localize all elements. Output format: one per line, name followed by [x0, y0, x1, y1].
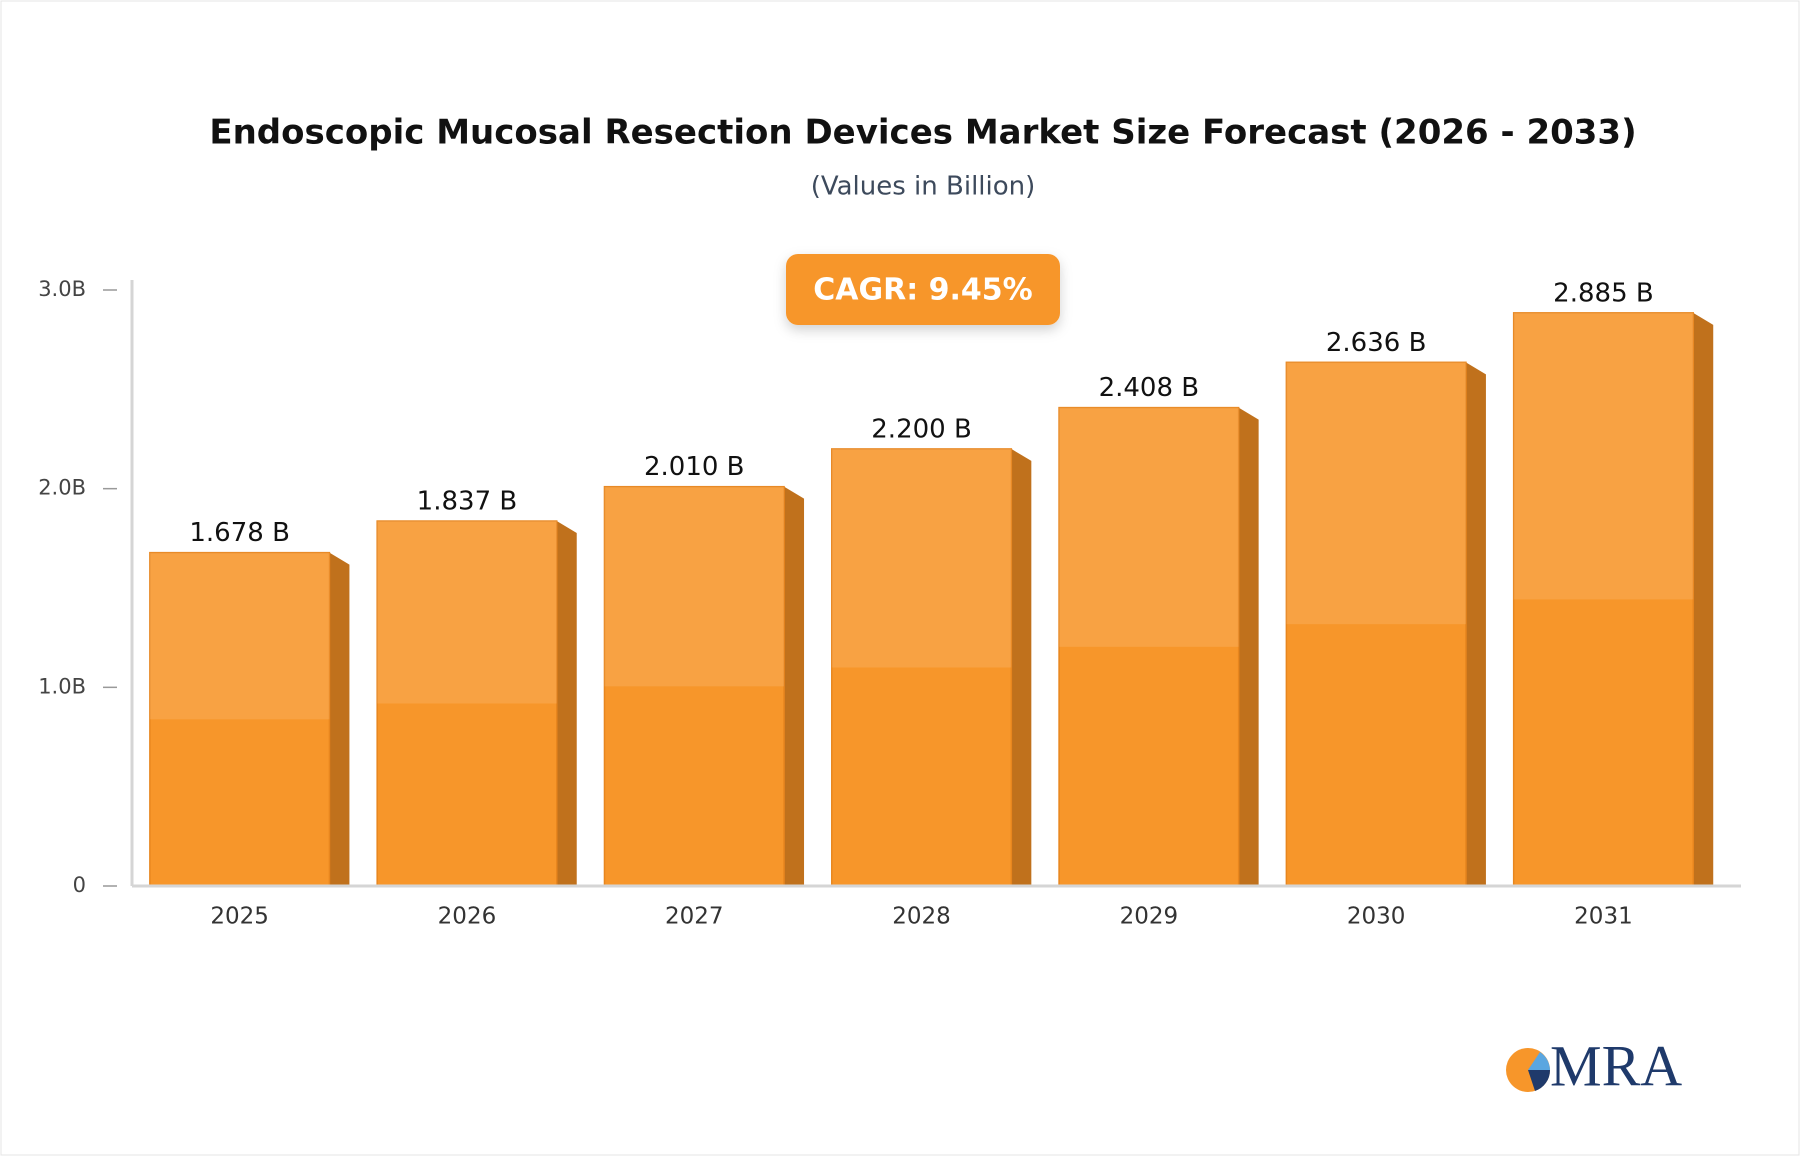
- bar-side: [1465, 362, 1486, 886]
- x-tick-label: 2025: [210, 904, 269, 930]
- x-tick-label: 2030: [1347, 904, 1406, 930]
- bar: [1285, 361, 1467, 887]
- value-label: 2.885 B: [1553, 278, 1654, 308]
- value-label: 1.678 B: [189, 518, 290, 548]
- bar-side: [1693, 312, 1714, 886]
- bar: [831, 448, 1013, 887]
- bar-side: [1238, 407, 1259, 886]
- cagr-badge: [786, 254, 1060, 325]
- logo-icon: [1528, 1052, 1550, 1070]
- x-tick-label: 2027: [665, 904, 724, 930]
- logo: MRA: [1506, 1033, 1682, 1098]
- x-tick-label: 2026: [438, 904, 497, 930]
- logo-icon: [1528, 1070, 1551, 1091]
- chart-subtitle: (Values in Billion): [811, 172, 1036, 202]
- logo-text: MRA: [1550, 1033, 1682, 1098]
- bar-side: [784, 486, 805, 886]
- chart-title: Endoscopic Mucosal Resection Devices Mar…: [209, 113, 1636, 153]
- bar: [376, 520, 558, 887]
- cagr-label: CAGR: 9.45%: [813, 273, 1032, 308]
- y-tick-label: 0: [73, 873, 86, 897]
- bar: [149, 551, 331, 887]
- bar: [1058, 406, 1240, 887]
- value-label: 2.200 B: [871, 414, 972, 444]
- value-label: 2.408 B: [1099, 373, 1200, 403]
- y-tick-label: 2.0B: [38, 476, 86, 500]
- y-tick-label: 3.0B: [38, 277, 86, 301]
- bar-side: [556, 521, 577, 886]
- x-tick-label: 2028: [892, 904, 951, 930]
- y-tick-label: 1.0B: [38, 674, 86, 698]
- value-label: 2.010 B: [644, 452, 745, 482]
- bar-side: [329, 552, 350, 886]
- value-label: 1.837 B: [417, 487, 518, 517]
- x-tick-label: 2031: [1574, 904, 1633, 930]
- bar-side: [1011, 448, 1032, 886]
- x-tick-label: 2029: [1120, 904, 1179, 930]
- value-label: 2.636 B: [1326, 328, 1427, 358]
- bar: [1512, 312, 1694, 887]
- bar: [603, 485, 785, 887]
